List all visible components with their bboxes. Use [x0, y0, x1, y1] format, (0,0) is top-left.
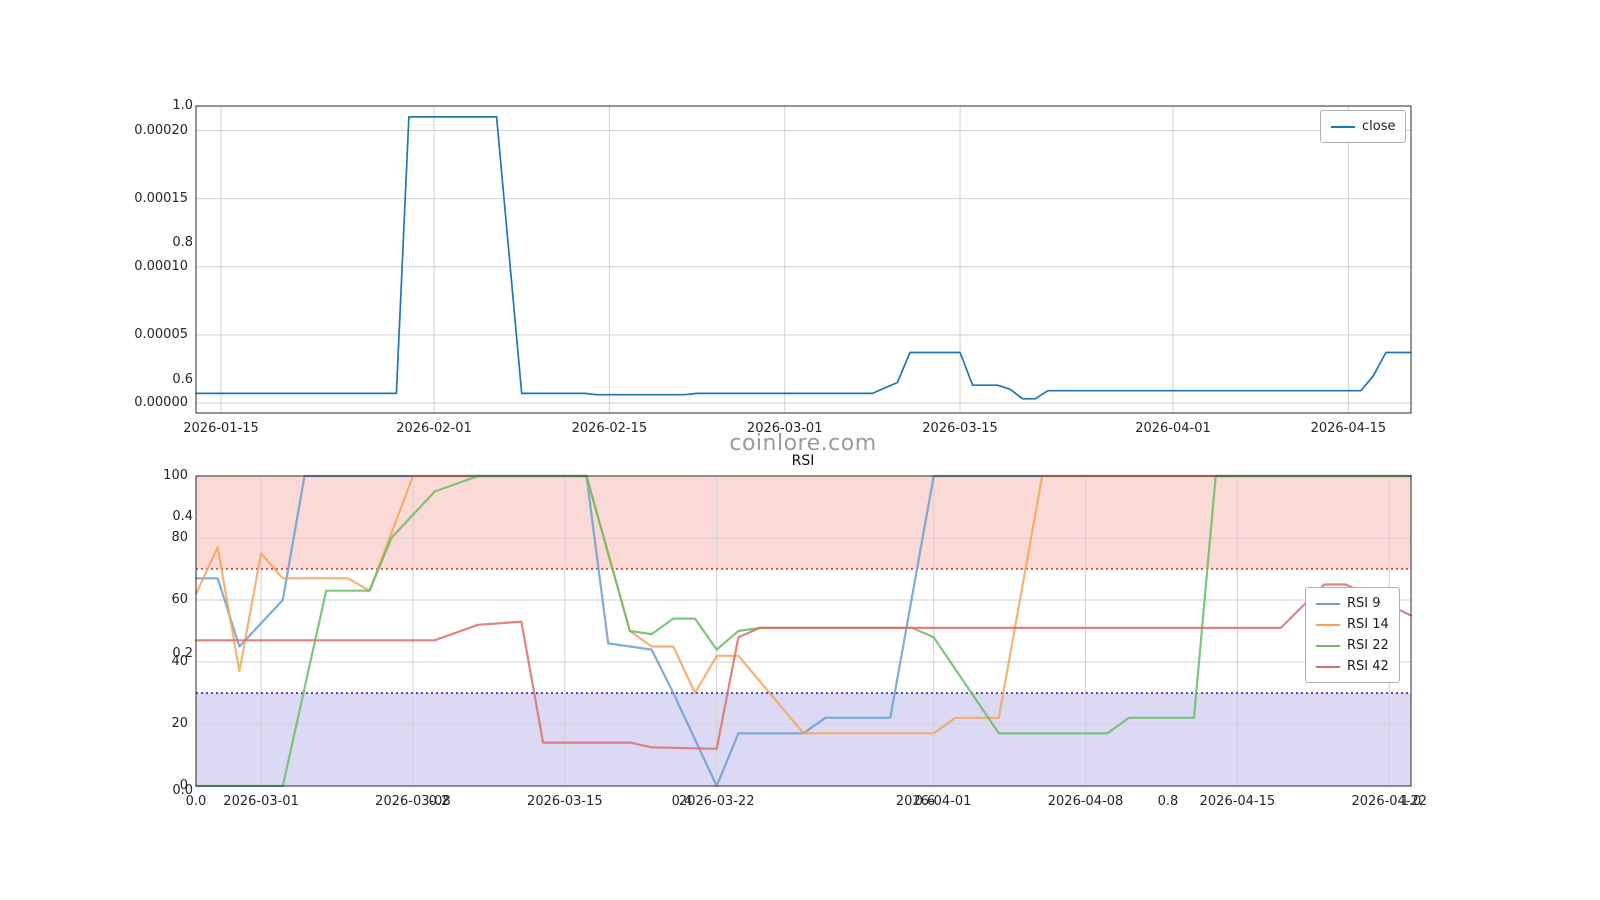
legend-line-swatch: [1316, 665, 1340, 668]
price-plot-border: [195, 105, 1412, 414]
legend-line-swatch: [1316, 623, 1340, 626]
rsi-x-tick2-label: 0.6: [914, 794, 936, 809]
watermark: coinlore.com: [729, 431, 877, 456]
rsi-x-tick2-label: 0.2: [428, 794, 450, 809]
legend-label: RSI 14: [1347, 617, 1389, 632]
legend-item: RSI 9: [1316, 593, 1389, 614]
price-y-tick-label: 0.00010: [134, 258, 188, 274]
price-x-tick-label: 2026-03-15: [922, 421, 998, 436]
series-line-rsi-14: [194, 474, 1413, 735]
price-y-tick-label: 0.00020: [134, 122, 188, 138]
figure-y-tick-label: 0.4: [172, 509, 193, 524]
price-x-tick-label: 2026-02-15: [571, 421, 648, 436]
price-x-tick-label: 2026-01-15: [183, 421, 259, 436]
rsi-x-tick-label: 2026-03-08: [375, 794, 451, 809]
rsi-x-tick-label: 2026-04-22: [1351, 794, 1428, 809]
price-x-tick-label: 2026-04-01: [1135, 421, 1211, 436]
figure-y-tick-label: 0.2: [172, 646, 193, 661]
series-line-close: [195, 116, 1412, 400]
rsi-plot-border: [195, 475, 1412, 787]
legend-item: RSI 22: [1316, 635, 1389, 656]
rsi-x-tick-label: 2026-04-08: [1047, 794, 1124, 809]
rsi-x-tick-label: 2026-03-22: [678, 794, 755, 809]
legend-label: close: [1362, 119, 1396, 134]
legend-item: RSI 42: [1316, 656, 1389, 677]
rsi-y-tick-label: 40: [171, 654, 188, 669]
rsi-x-tick2-label: 1.0: [1400, 794, 1422, 809]
figure-y-tick-label: 0.0: [172, 783, 193, 798]
rsi-x-tick2-label: 0.4: [671, 794, 693, 809]
legend-label: RSI 22: [1347, 638, 1389, 653]
price-x-tick-label: 2026-03-01: [746, 421, 823, 436]
rsi-legend: RSI 9 RSI 14 RSI 22 RSI 42: [1305, 587, 1400, 683]
legend-item: RSI 14: [1316, 614, 1389, 635]
legend-label: RSI 42: [1347, 659, 1389, 674]
price-y-tick-label: 0.00005: [134, 326, 188, 342]
rsi-chart-title: RSI: [791, 453, 815, 469]
figure-y-tick-label: 0.8: [172, 235, 193, 250]
legend-line-swatch: [1316, 644, 1340, 647]
rsi-y-tick-label: 60: [171, 592, 188, 607]
price-y-tick-label: 0.00015: [134, 190, 188, 206]
rsi-x-tick2-label: 0.8: [1157, 794, 1179, 809]
rsi-x-tick-label: 2026-03-15: [527, 794, 603, 809]
oversold-band: [196, 693, 1411, 786]
rsi-x-tick2-label: 0.0: [185, 794, 207, 809]
price-legend: close: [1320, 110, 1407, 143]
series-line-rsi-9: [194, 474, 1413, 788]
rsi-x-tick-label: 2026-04-01: [895, 794, 972, 809]
price-x-tick-label: 2026-04-15: [1310, 421, 1387, 436]
rsi-y-tick-label: 80: [171, 530, 188, 545]
figure-y-tick-label: 1.0: [172, 98, 193, 113]
rsi-y-tick-label: 100: [163, 468, 188, 483]
figure-y-tick-label: 0.6: [172, 372, 193, 387]
rsi-y-tick-label: 0: [179, 778, 188, 793]
legend-line-swatch: [1331, 125, 1355, 128]
legend-item: close: [1331, 116, 1395, 137]
price-y-tick-label: 0.00000: [134, 394, 188, 410]
legend-line-swatch: [1316, 602, 1340, 605]
rsi-y-tick-label: 20: [171, 716, 188, 731]
overbought-band: [196, 476, 1411, 569]
legend-label: RSI 9: [1347, 596, 1381, 611]
rsi-x-tick-label: 2026-03-01: [223, 794, 299, 809]
series-line-rsi-22: [194, 474, 1413, 788]
rsi-x-tick-label: 2026-04-15: [1199, 794, 1276, 809]
price-x-tick-label: 2026-02-01: [396, 421, 472, 436]
